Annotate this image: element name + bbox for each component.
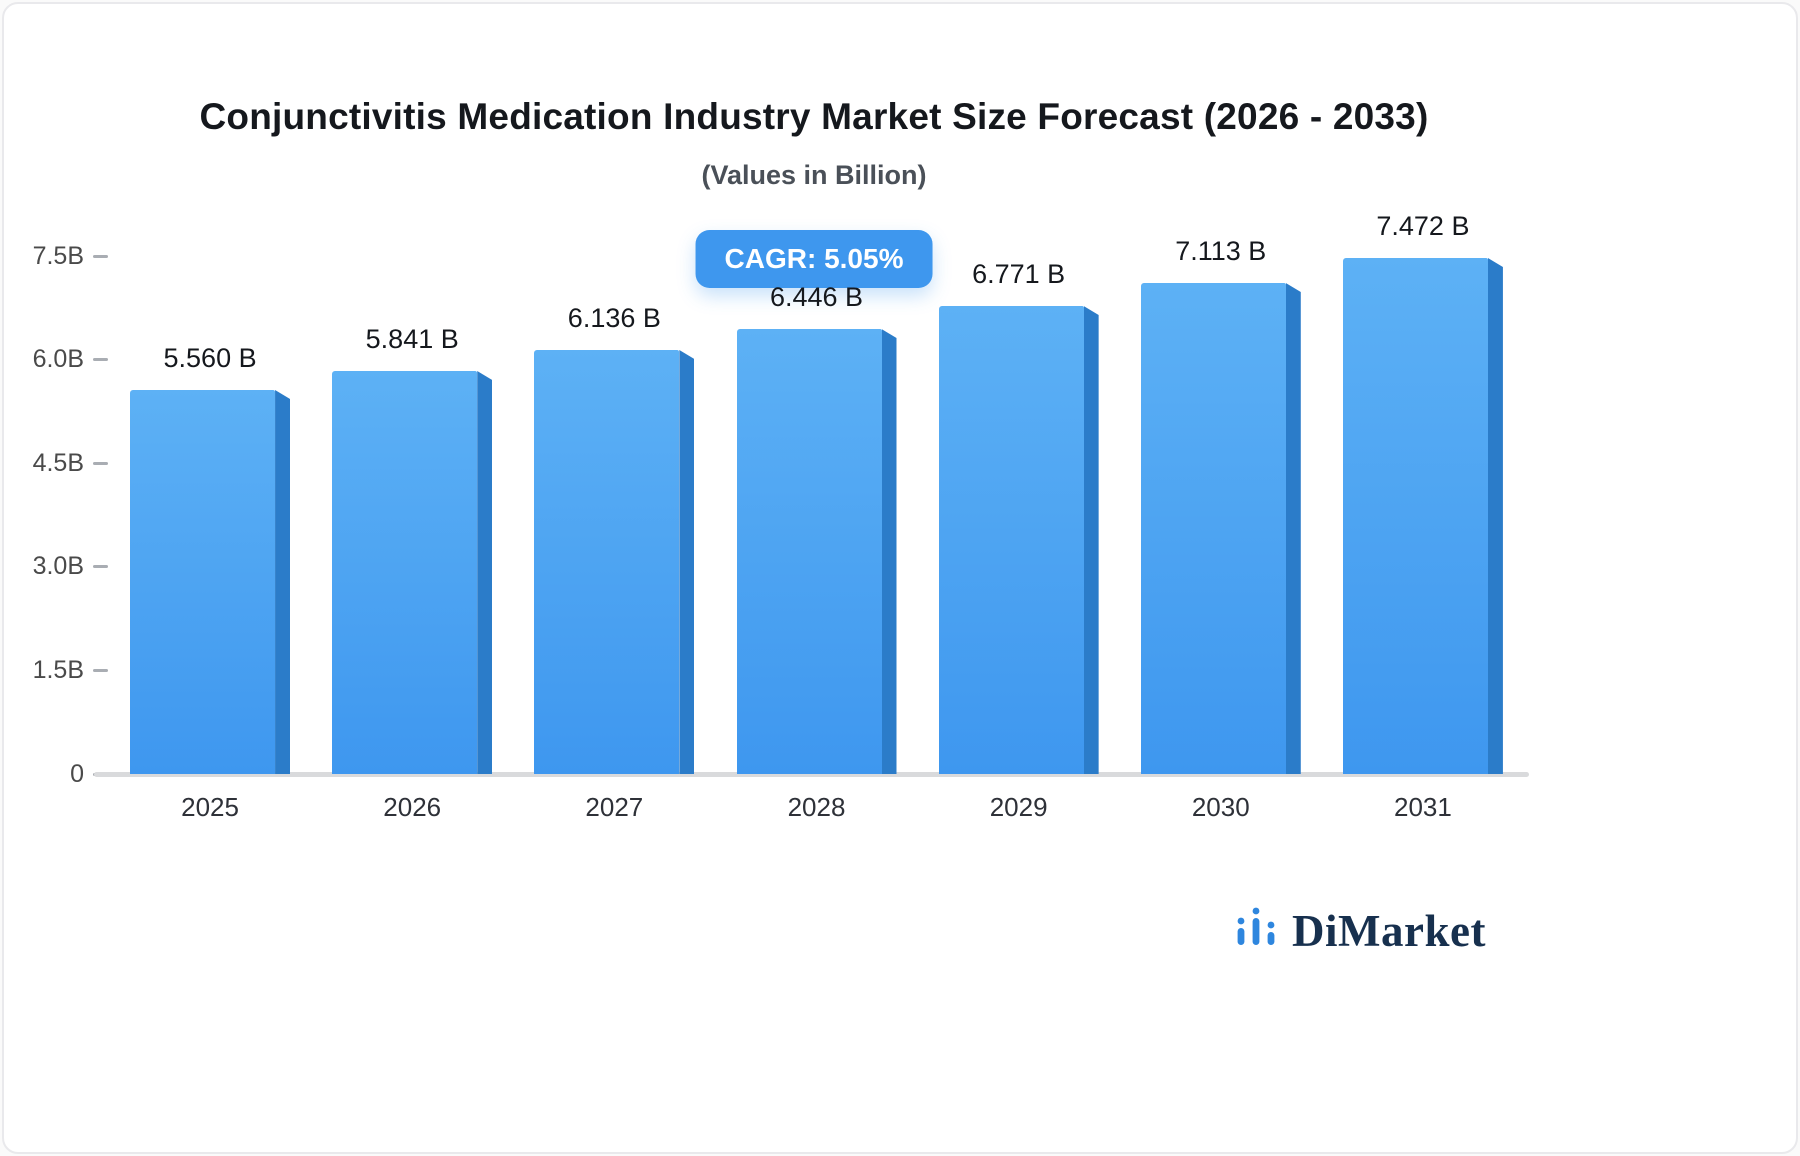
bar-2029 <box>938 306 1099 774</box>
bar-face <box>534 350 680 774</box>
x-axis-label: 2029 <box>989 792 1048 822</box>
bar-face <box>1342 258 1488 774</box>
bar-side-shade <box>1083 306 1099 774</box>
chart-title: Conjunctivitis Medication Industry Marke… <box>199 96 1429 137</box>
bar-face <box>332 371 478 774</box>
bar-value-label: 7.472 B <box>1376 211 1470 241</box>
bar-face <box>938 306 1084 774</box>
bar-value-label: 6.136 B <box>567 303 661 333</box>
y-tick: 6.0B <box>4 344 108 376</box>
y-tick-mark <box>93 668 108 672</box>
bar-value-label: 6.446 B <box>769 282 864 312</box>
bar-side-shade <box>881 329 897 774</box>
x-axis-label: 2027 <box>585 792 644 822</box>
x-axis-label: 2030 <box>1191 792 1250 822</box>
bar-face <box>1140 283 1286 774</box>
bar-2028 <box>736 329 897 774</box>
y-tick-label: 0 <box>70 759 84 788</box>
bar-side-shade <box>679 350 695 774</box>
y-tick-label: 3.0B <box>32 552 84 581</box>
bar-value-label: 7.113 B <box>1175 236 1267 266</box>
x-axis-line <box>94 772 1529 777</box>
x-axis-label: 2031 <box>1393 792 1452 822</box>
x-axis-label: 2028 <box>787 792 846 822</box>
bar-value-label: 5.841 B <box>365 324 459 354</box>
y-tick-label: 4.5B <box>32 448 84 477</box>
dimarket-logo: DiMarket <box>1232 904 1486 957</box>
bar-face <box>130 390 276 774</box>
y-tick: 3.0B <box>4 551 108 583</box>
bar-side-shade <box>275 390 291 774</box>
bar-side-shade <box>1285 283 1301 774</box>
bar-value-label: 5.560 B <box>163 343 257 373</box>
bar-2026 <box>332 371 493 774</box>
chart-subtitle: (Values in Billion) <box>701 160 927 190</box>
y-tick-label: 6.0B <box>32 345 84 374</box>
y-tick: 1.5B <box>4 654 108 686</box>
y-tick-mark <box>93 565 108 569</box>
bar-value-label: 6.771 B <box>972 259 1066 289</box>
bar-2031 <box>1342 258 1503 774</box>
x-axis-label: 2026 <box>383 792 442 822</box>
y-tick: 4.5B <box>4 447 108 479</box>
y-tick: 0 <box>4 758 108 790</box>
bar-side-shade <box>1487 258 1503 774</box>
logo-text: DiMarket <box>1292 905 1486 956</box>
y-tick: 7.5B <box>4 240 108 272</box>
y-tick-label: 7.5B <box>32 241 84 270</box>
x-axis-label: 2025 <box>181 792 239 822</box>
cagr-badge: CAGR: 5.05% <box>695 230 933 288</box>
bar-2030 <box>1140 283 1301 774</box>
bar-2025 <box>130 390 291 774</box>
bar-face <box>736 329 882 774</box>
chart-header: Conjunctivitis Medication Industry Marke… <box>4 96 1624 191</box>
y-tick-mark <box>93 461 108 465</box>
bar-chart-icon <box>1232 904 1280 957</box>
y-tick-mark <box>93 358 108 362</box>
y-tick-label: 1.5B <box>32 655 84 684</box>
bar-2027 <box>534 350 695 774</box>
bar-side-shade <box>477 371 493 774</box>
y-tick-mark <box>93 254 108 258</box>
